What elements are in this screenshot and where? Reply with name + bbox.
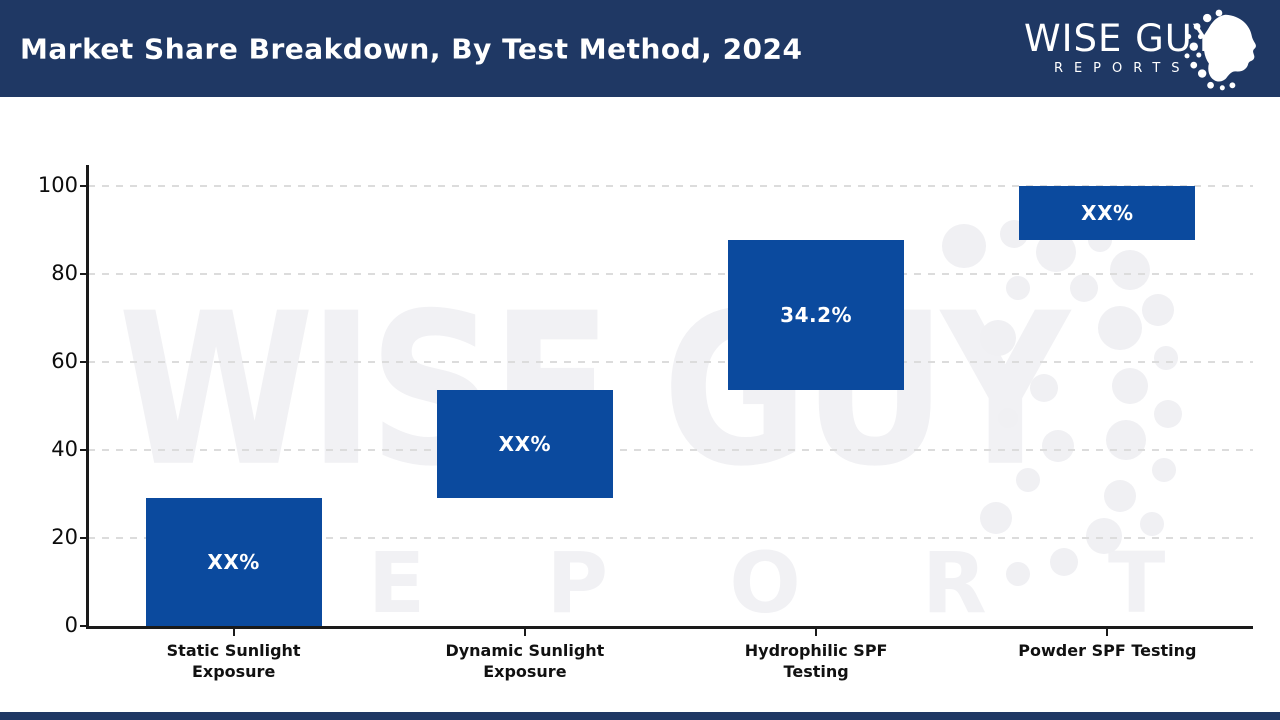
bar-value-label: XX% <box>207 549 260 574</box>
x-tick-mark <box>523 629 526 636</box>
x-axis-line <box>86 626 1253 629</box>
y-axis-line <box>86 165 89 628</box>
brand-logo: WISE GUY REPORTS <box>1006 6 1266 92</box>
bar-value-label: XX% <box>1081 200 1134 225</box>
bar-segment: XX% <box>145 497 322 626</box>
x-tick-mark <box>232 629 235 636</box>
y-tick-mark <box>80 185 88 187</box>
y-tick-mark <box>80 449 88 451</box>
x-category-label: Powder SPF Testing <box>1018 641 1197 660</box>
watermark-head-icon <box>868 220 1182 586</box>
y-tick-label: 40 <box>51 437 78 461</box>
y-tick-label: 20 <box>51 525 78 549</box>
y-tick-label: 80 <box>51 261 78 285</box>
gridline-60 <box>88 361 1253 363</box>
y-tick-mark <box>80 537 88 539</box>
x-tick-mark <box>1106 629 1109 636</box>
brand-name: WISE GUY <box>1024 17 1217 60</box>
header-bar: Market Share Breakdown, By Test Method, … <box>0 0 1280 97</box>
x-category-label: Dynamic Sunlight Exposure <box>445 641 605 681</box>
y-tick-label: 100 <box>37 173 78 197</box>
y-tick-label: 60 <box>51 349 78 373</box>
gridline-80 <box>88 273 1253 275</box>
gridline-100 <box>88 185 1253 187</box>
brand-face-icon <box>1184 9 1256 91</box>
footer-bar <box>0 712 1280 720</box>
brand-logo-text: WISE GUY REPORTS <box>1024 20 1216 75</box>
bar-value-label: XX% <box>498 432 552 457</box>
y-tick-mark <box>80 273 88 275</box>
brand-subtitle: REPORTS <box>1053 61 1191 76</box>
gridline-40 <box>88 449 1253 451</box>
x-category-label: Static Sunlight Exposure <box>166 641 301 681</box>
y-tick-mark <box>80 361 88 363</box>
x-tick-mark <box>815 629 818 636</box>
y-tick-label: 0 <box>64 613 78 637</box>
y-tick-mark <box>80 625 88 627</box>
gridline-20 <box>88 537 1253 539</box>
bar-segment: 34.2% <box>728 239 905 391</box>
x-category-label: Hydrophilic SPF Testing <box>744 641 888 681</box>
bar-segment: XX% <box>436 390 613 498</box>
chart-title: Market Share Breakdown, By Test Method, … <box>20 32 803 65</box>
bar-segment: XX% <box>1019 186 1196 240</box>
bar-value-label: 34.2% <box>780 302 853 327</box>
